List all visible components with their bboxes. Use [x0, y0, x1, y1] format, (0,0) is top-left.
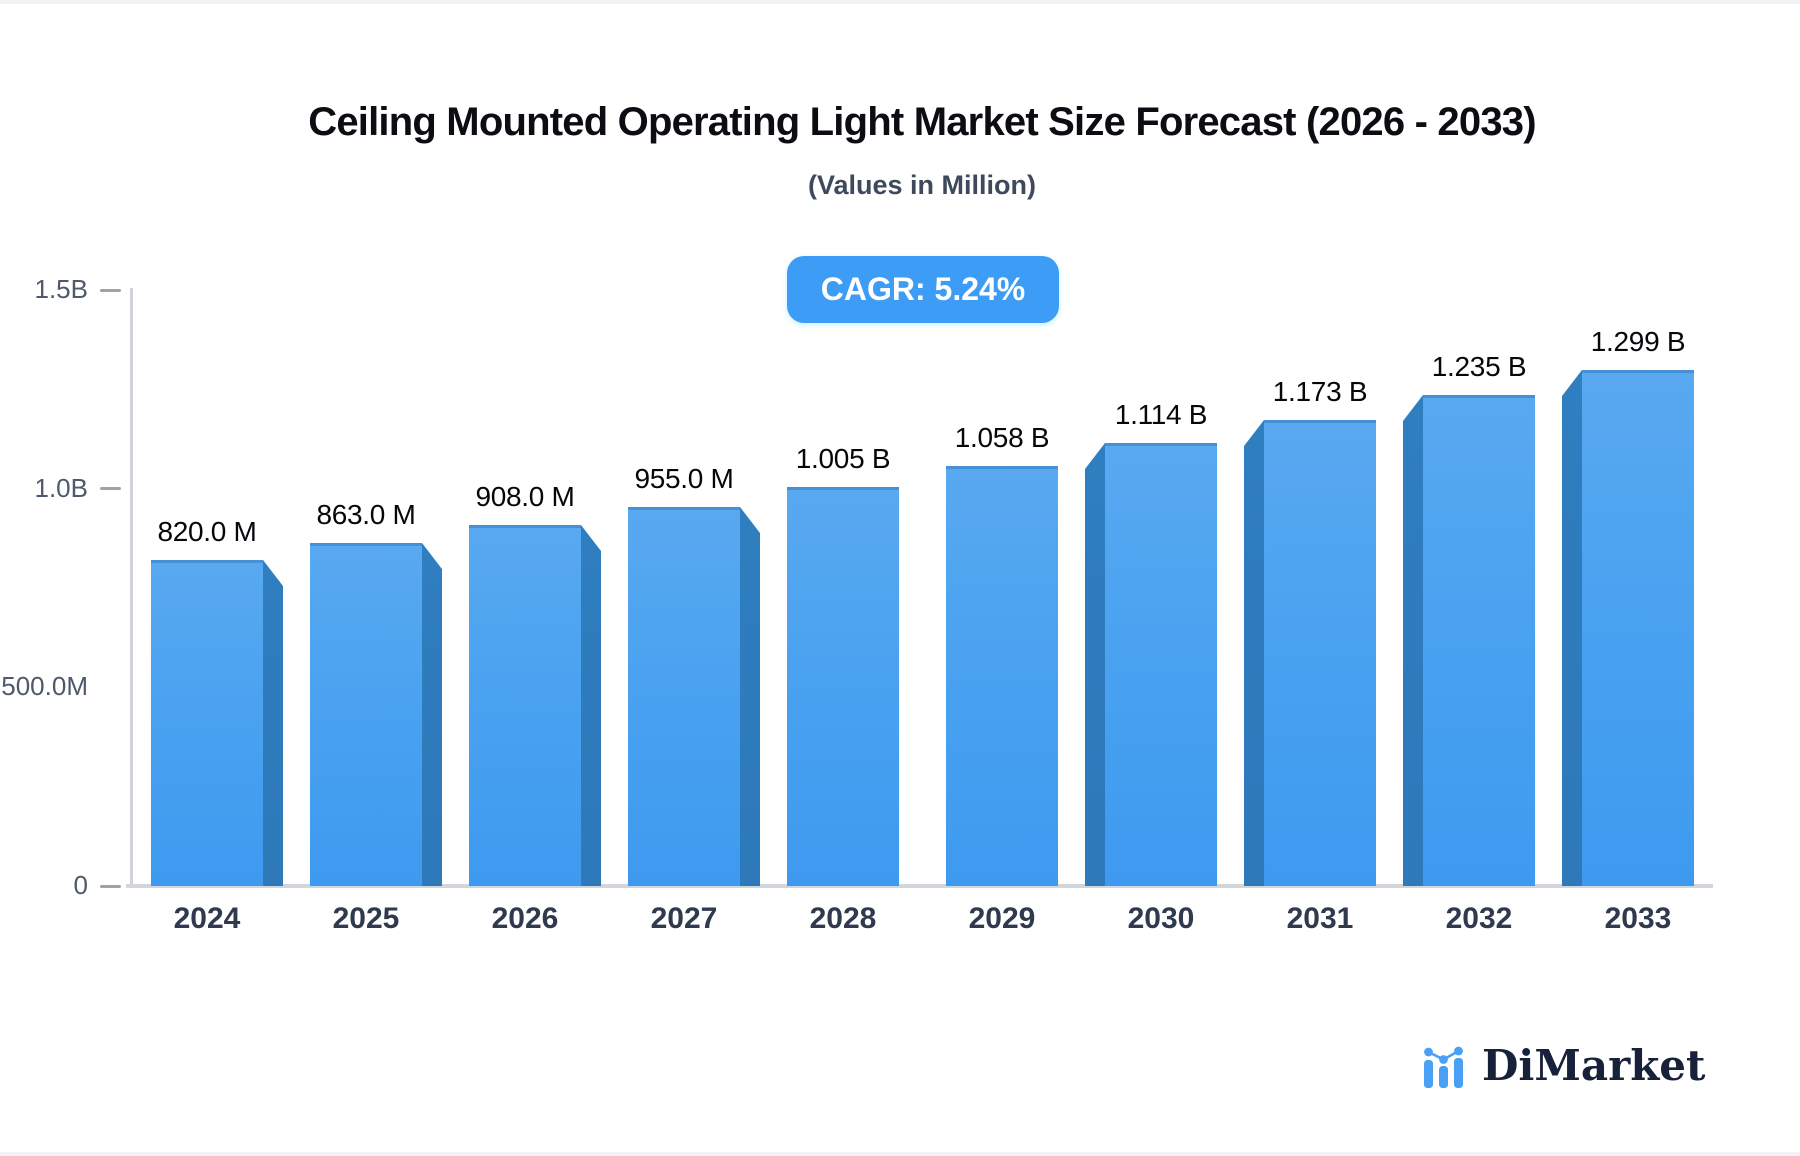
bar-value-label: 820.0 M [157, 516, 257, 547]
bar-value-label: 1.058 B [954, 422, 1050, 453]
x-tick-label: 2033 [1604, 902, 1672, 935]
bar-side-2032 [1403, 395, 1423, 886]
bar-value-label: 1.235 B [1431, 351, 1527, 382]
bar-side-2030 [1085, 443, 1105, 886]
x-axis-line [126, 884, 1713, 888]
bar-2031[interactable] [1264, 420, 1376, 886]
bar-2024[interactable] [151, 560, 263, 886]
bar-value-label: 863.0 M [316, 499, 416, 530]
y-tick-label: 1.0B [34, 473, 89, 503]
bar-side-2027 [740, 507, 760, 886]
x-tick-label: 2028 [809, 902, 877, 935]
page-edge-top [0, 0, 1800, 4]
x-tick-label: 2026 [491, 902, 559, 935]
bar-2026[interactable] [469, 525, 581, 886]
y-axis-line [130, 288, 133, 886]
brand-wordmark: DiMarket [1482, 1041, 1706, 1090]
y-tick-label: 0 [73, 870, 88, 900]
bar-2025[interactable] [310, 543, 422, 886]
bar-side-2024 [263, 560, 283, 886]
cagr-badge: CAGR: 5.24% [787, 256, 1059, 323]
y-tick-dash [100, 289, 121, 292]
bar-side-2025 [422, 543, 442, 886]
bar-value-label: 1.299 B [1590, 326, 1686, 357]
x-tick-label: 2024 [173, 902, 241, 935]
bar-value-label: 1.173 B [1272, 376, 1368, 407]
bar-2029[interactable] [946, 466, 1058, 886]
bar-2027[interactable] [628, 507, 740, 886]
x-tick-label: 2027 [650, 902, 718, 935]
x-tick-label: 2029 [968, 902, 1036, 935]
x-tick-label: 2031 [1286, 902, 1354, 935]
chart-subtitle: (Values in Million) [807, 170, 1037, 200]
y-tick-label: 1.5B [34, 274, 89, 304]
y-tick-dash [100, 885, 121, 888]
page-edge-bottom [0, 1152, 1800, 1156]
bar-side-2031 [1244, 420, 1264, 886]
y-tick-dash [100, 487, 121, 490]
bar-2030[interactable] [1105, 443, 1217, 886]
bar-value-label: 955.0 M [634, 463, 734, 494]
x-tick-label: 2025 [332, 902, 400, 935]
bar-chart-logo-icon [1424, 1046, 1463, 1088]
bar-value-label: 908.0 M [475, 481, 575, 512]
bar-2032[interactable] [1423, 395, 1535, 886]
bar-side-2026 [581, 525, 601, 886]
bar-2028[interactable] [787, 487, 899, 886]
chart-title: Ceiling Mounted Operating Light Market S… [308, 100, 1536, 144]
x-tick-label: 2030 [1127, 902, 1195, 935]
x-tick-label: 2032 [1445, 902, 1513, 935]
bar-side-2033 [1562, 370, 1582, 886]
bar-value-label: 1.114 B [1114, 399, 1208, 430]
bar-2033[interactable] [1582, 370, 1694, 886]
bar-value-label: 1.005 B [795, 443, 891, 474]
y-tick-label: 500.0M [1, 671, 88, 701]
brand-logo: DiMarket [1424, 1044, 1705, 1088]
